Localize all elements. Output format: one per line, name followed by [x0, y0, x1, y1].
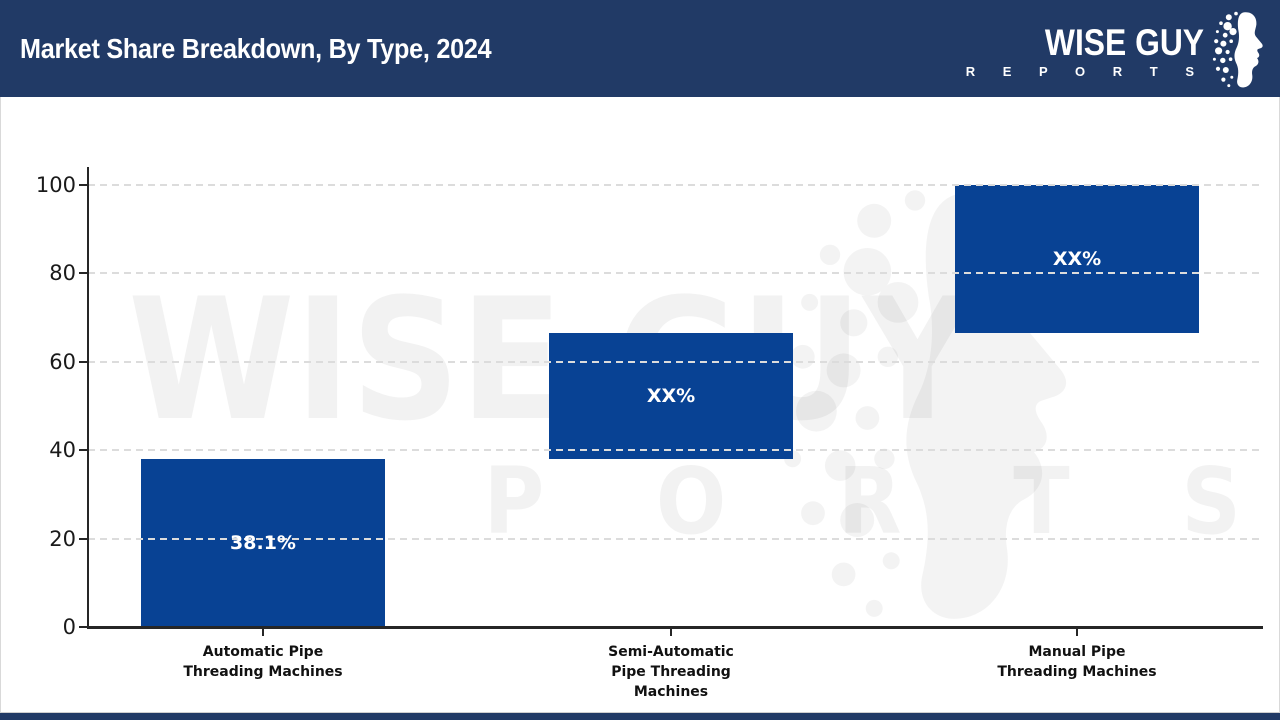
x-axis-spine [87, 626, 1263, 629]
y-tick-mark [79, 626, 87, 628]
bar-value-label: XX% [1052, 248, 1102, 271]
bar-value-label: XX% [646, 384, 696, 407]
logo-text-line2: R E P O R T S [965, 64, 1206, 79]
gridline [88, 449, 1262, 452]
y-tick-label: 100 [35, 173, 76, 197]
bar [141, 458, 385, 627]
x-category-line: Automatic Pipe [202, 644, 324, 660]
logo-text-line1: WISE GUY [1044, 22, 1204, 63]
bar [549, 333, 793, 459]
page-title: Market Share Breakdown, By Type, 2024 [20, 33, 492, 64]
y-tick-label: 60 [49, 349, 76, 374]
x-category-line: Machines [633, 684, 709, 700]
gridline [88, 272, 1262, 275]
gridline [88, 360, 1262, 363]
x-tick-mark [262, 629, 264, 636]
gridline [88, 184, 1262, 186]
x-tick-mark [670, 629, 672, 636]
bar-value-label: 38.1% [230, 531, 296, 554]
bar [955, 185, 1199, 334]
x-category-label: Semi-Automatic Pipe Threading Machines [506, 642, 836, 702]
x-category-label: Automatic Pipe Threading Machines [98, 642, 428, 682]
logo: WISE GUY R E P O R T S [966, 4, 1272, 96]
logo-face-icon [1208, 10, 1270, 94]
x-category-label: Manual Pipe Threading Machines [912, 642, 1242, 682]
y-tick-mark [79, 184, 87, 186]
y-tick-label: 40 [49, 438, 76, 463]
x-category-line: Semi-Automatic [608, 644, 734, 660]
header-bar: Market Share Breakdown, By Type, 2024 WI… [0, 0, 1280, 97]
gridline [88, 537, 1262, 540]
y-axis-spine [87, 167, 89, 628]
y-tick-mark [79, 360, 87, 363]
x-category-line: Pipe Threading [611, 664, 731, 680]
y-tick-mark [79, 537, 87, 540]
x-category-line: Threading Machines [183, 664, 343, 680]
y-tick-label: 80 [49, 261, 76, 286]
y-tick-mark [79, 449, 87, 452]
y-tick-label: 0 [62, 615, 76, 639]
x-category-line: Manual Pipe [1028, 644, 1126, 660]
y-tick-label: 20 [49, 526, 76, 551]
y-tick-mark [79, 272, 87, 275]
x-tick-mark [1076, 629, 1078, 636]
x-category-line: Threading Machines [997, 664, 1157, 680]
footer-bar [0, 713, 1280, 720]
